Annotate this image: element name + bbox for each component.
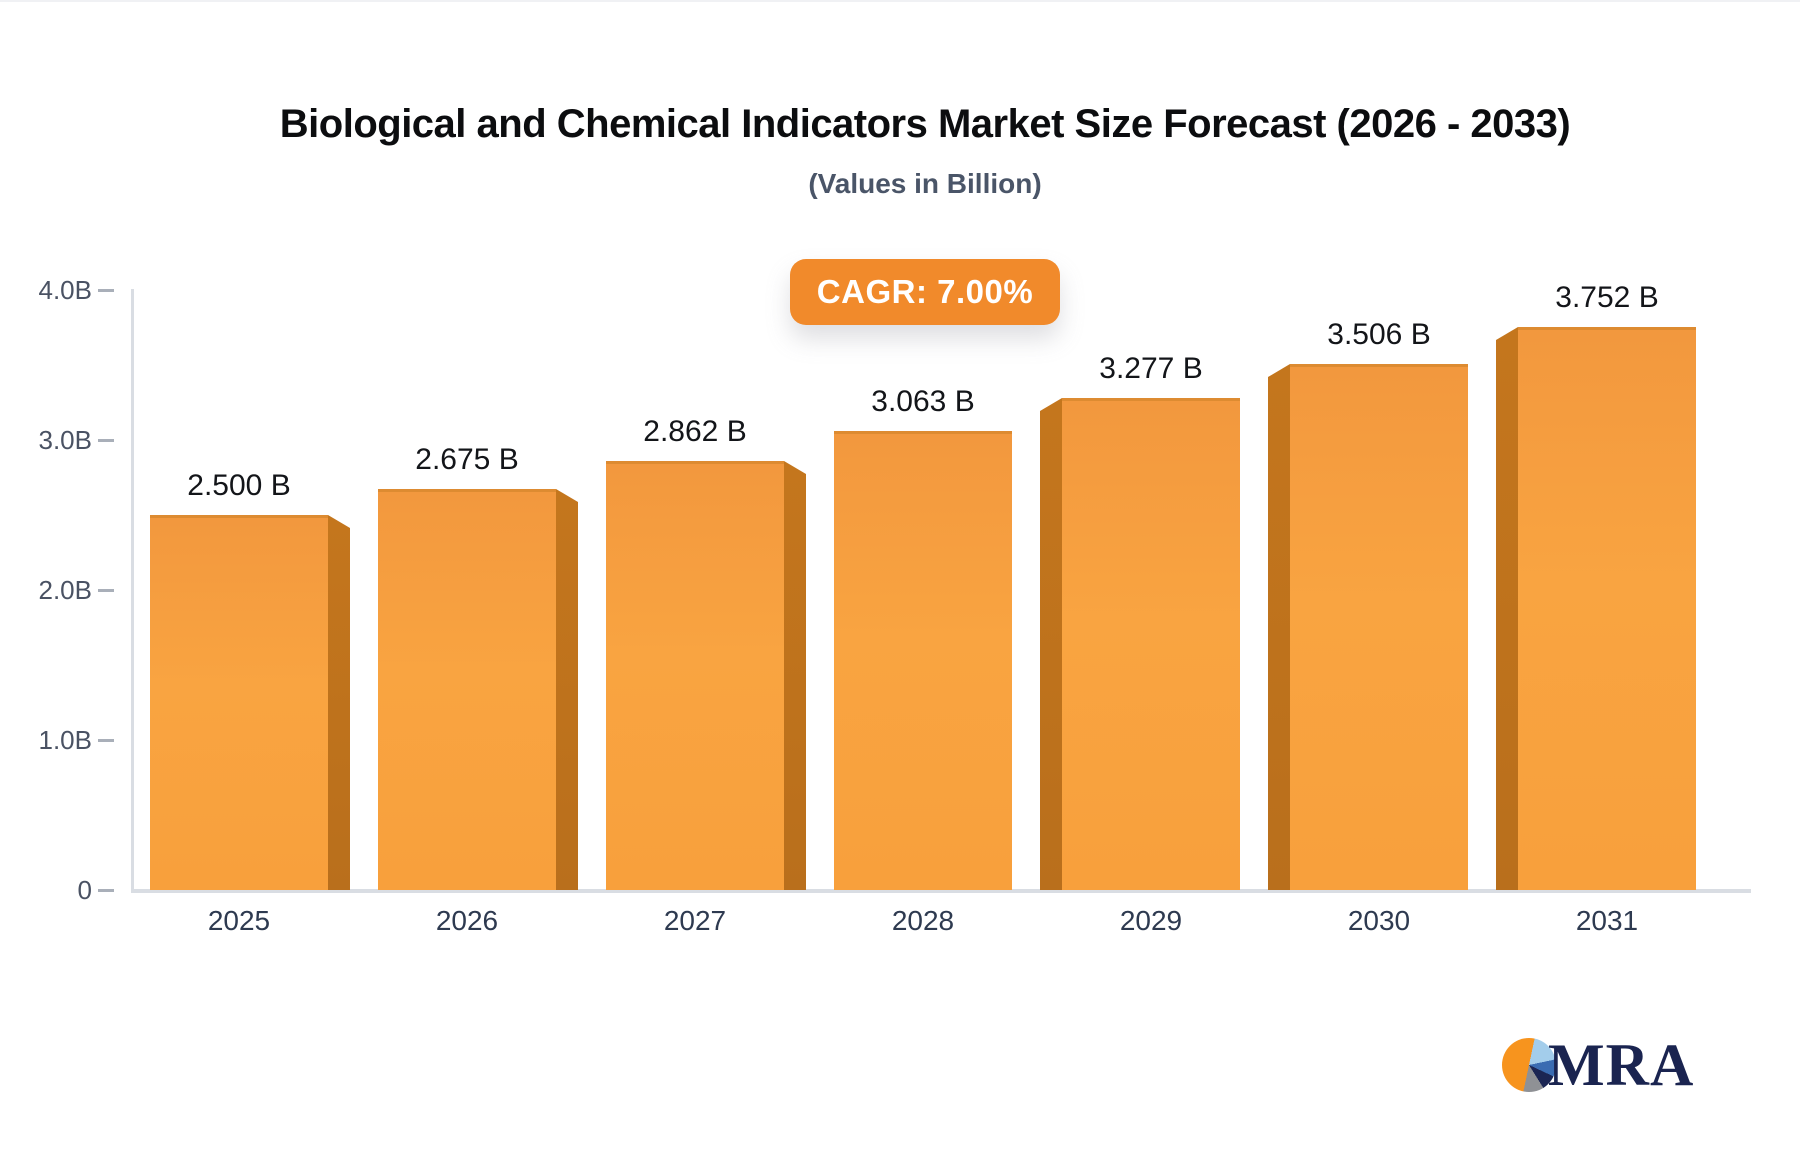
bar-3d-side xyxy=(556,489,578,890)
brand-logo: MRA xyxy=(1502,1032,1695,1098)
y-axis-label: 2.0B xyxy=(38,575,93,605)
bar-2025 xyxy=(150,515,328,890)
y-axis-tick xyxy=(98,739,114,742)
y-axis-line xyxy=(131,289,134,892)
bar-3d-side xyxy=(1496,327,1518,890)
bar-value-label: 2.675 B xyxy=(415,443,519,476)
bar-value-label: 2.500 B xyxy=(187,469,291,502)
bar-3d-side xyxy=(1040,398,1062,890)
bar-2026 xyxy=(378,489,556,890)
bar-value-label: 3.063 B xyxy=(871,385,975,418)
bar-value-label: 3.277 B xyxy=(1099,352,1203,385)
cagr-badge: CAGR: 7.00% xyxy=(790,259,1060,325)
bar-2031 xyxy=(1518,327,1696,890)
x-axis-label: 2031 xyxy=(1575,905,1639,936)
x-axis-label: 2028 xyxy=(891,905,955,936)
bar-3d-side xyxy=(784,461,806,890)
x-axis-label: 2026 xyxy=(435,905,499,936)
chart-title: Biological and Chemical Indicators Marke… xyxy=(279,102,1571,146)
chart-subtitle: (Values in Billion) xyxy=(808,168,1042,199)
bar-2028 xyxy=(834,431,1012,890)
x-axis-baseline xyxy=(131,889,1751,893)
bar-2027 xyxy=(606,461,784,890)
x-axis-label: 2027 xyxy=(663,905,727,936)
bar-2029 xyxy=(1062,398,1240,890)
cagr-badge-label: CAGR: 7.00% xyxy=(816,273,1034,310)
y-axis-label: 3.0B xyxy=(38,425,93,455)
y-axis-tick xyxy=(98,439,114,442)
bar-2030 xyxy=(1290,364,1468,890)
bar-3d-side xyxy=(328,515,350,890)
x-axis-label: 2029 xyxy=(1119,905,1183,936)
x-axis-label: 2025 xyxy=(207,905,271,936)
y-axis-tick xyxy=(98,889,114,892)
y-axis-tick xyxy=(98,289,114,292)
bar-value-label: 3.752 B xyxy=(1555,281,1659,314)
pie-chart-logo-icon xyxy=(1502,1038,1556,1092)
bar-value-label: 3.506 B xyxy=(1327,318,1431,351)
bar-value-label: 2.862 B xyxy=(643,415,747,448)
y-axis-label: 0 xyxy=(77,875,92,905)
x-axis-label: 2030 xyxy=(1347,905,1411,936)
y-axis-label: 4.0B xyxy=(38,275,93,305)
y-axis-label: 1.0B xyxy=(38,725,93,755)
y-axis-tick xyxy=(98,589,114,592)
bar-3d-side xyxy=(1268,364,1290,890)
brand-logo-text: MRA xyxy=(1548,1032,1695,1098)
